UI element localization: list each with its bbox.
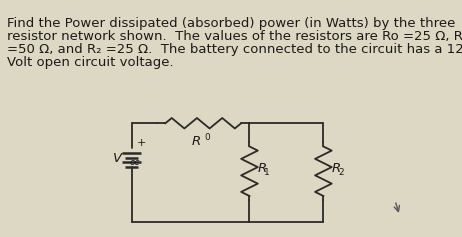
- Text: 2: 2: [338, 168, 344, 177]
- Text: +: +: [137, 138, 146, 148]
- Text: resistor network shown.  The values of the resistors are Ro =25 Ω, R₁: resistor network shown. The values of th…: [7, 30, 462, 43]
- Text: V: V: [113, 152, 122, 165]
- Text: R: R: [332, 162, 341, 175]
- Text: 0: 0: [204, 133, 210, 142]
- Text: R: R: [192, 135, 201, 148]
- Text: Find the Power dissipated (absorbed) power (in Watts) by the three: Find the Power dissipated (absorbed) pow…: [7, 17, 456, 30]
- Text: 1: 1: [264, 168, 270, 177]
- Text: R: R: [258, 162, 267, 175]
- Text: =50 Ω, and R₂ =25 Ω.  The battery connected to the circuit has a 12: =50 Ω, and R₂ =25 Ω. The battery connect…: [7, 43, 462, 56]
- Text: oc: oc: [129, 158, 140, 167]
- Text: Volt open circuit voltage.: Volt open circuit voltage.: [7, 56, 174, 69]
